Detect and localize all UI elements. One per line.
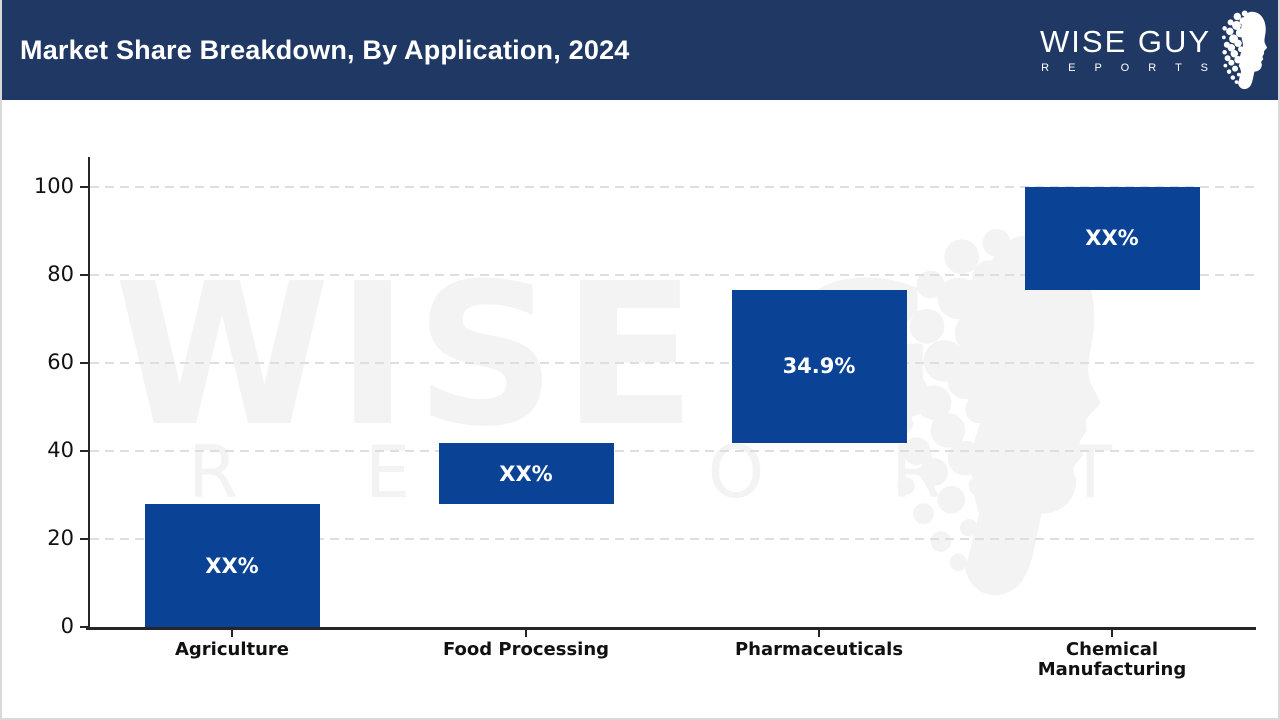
wise-guy-logo: WISE GUY R E P O R T S [1035,9,1278,91]
x-tick-mark [1111,630,1113,637]
watermark-subtext: R E P O R T S [188,430,1165,580]
y-tick-mark [80,626,89,628]
y-tick-label: 100 [33,174,74,198]
bar-value-label: XX% [499,461,553,486]
x-tick-mark [525,630,527,637]
x-category-label: Pharmaceuticals [734,639,904,660]
bar-value-label: 34.9% [782,354,856,379]
y-gridline [90,186,1256,188]
bar-value-label: XX% [205,553,259,578]
logo-text: WISE GUY R E P O R T S [1035,26,1216,74]
y-tick-mark [80,186,89,188]
bar: XX% [1024,187,1200,290]
bar: 34.9% [731,289,907,444]
x-category-label: Chemical Manufacturing [1037,639,1187,680]
head-profile-icon [1222,10,1268,90]
y-tick-mark [80,362,89,364]
x-axis-line [86,627,1256,630]
bar-value-label: XX% [1085,226,1139,251]
page-title: Market Share Breakdown, By Application, … [20,34,630,65]
y-tick-label: 80 [47,262,74,286]
y-gridline [90,274,1256,276]
y-tick-mark [80,274,89,276]
logo-name: WISE GUY [1040,24,1212,59]
y-axis-line [88,157,90,630]
y-gridline [90,362,1256,364]
x-category-label: Food Processing [442,639,610,660]
y-tick-label: 40 [47,438,74,462]
logo-subtitle: R E P O R T S [1041,62,1216,74]
y-tick-mark [80,450,89,452]
watermark-text: WISE GU [114,242,1109,470]
y-tick-label: 0 [60,614,74,638]
y-tick-label: 20 [47,526,74,550]
y-gridline [90,538,1256,540]
bar: XX% [438,443,614,505]
x-tick-mark [818,630,820,637]
y-tick-label: 60 [47,350,74,374]
x-category-label: Agriculture [174,639,290,660]
y-tick-mark [80,538,89,540]
bar: XX% [144,504,320,627]
header: Market Share Breakdown, By Application, … [2,0,1278,100]
y-gridline [90,450,1256,452]
x-tick-mark [231,630,233,637]
